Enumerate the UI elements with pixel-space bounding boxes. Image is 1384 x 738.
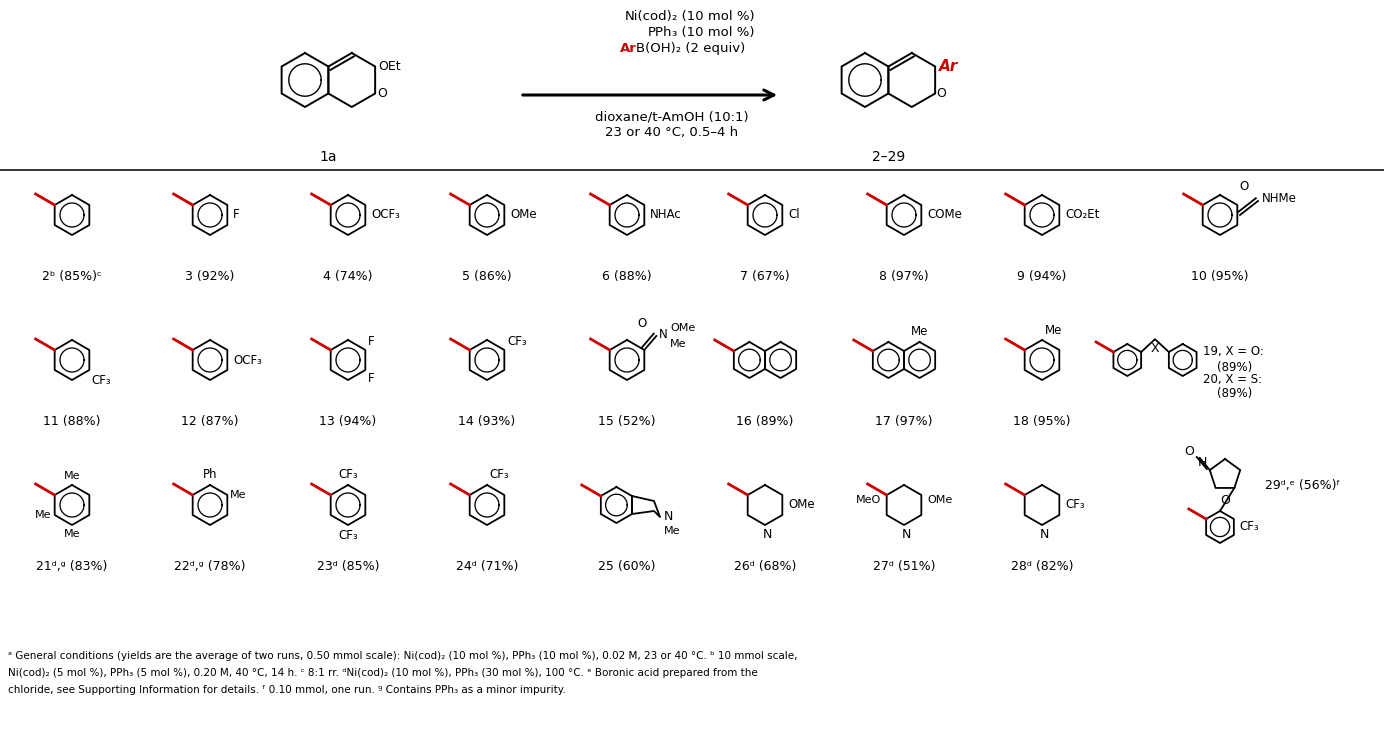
Text: 13 (94%): 13 (94%) xyxy=(320,415,376,428)
Text: 5 (86%): 5 (86%) xyxy=(462,270,512,283)
Text: Me: Me xyxy=(670,339,686,349)
Text: CF₃: CF₃ xyxy=(1066,498,1085,511)
Text: 27ᵈ (51%): 27ᵈ (51%) xyxy=(873,560,936,573)
Text: 8 (97%): 8 (97%) xyxy=(879,270,929,283)
Text: PPh: PPh xyxy=(648,26,673,39)
Text: ₃ (10 mol %): ₃ (10 mol %) xyxy=(673,26,754,39)
Text: 9 (94%): 9 (94%) xyxy=(1017,270,1067,283)
Text: 10 (95%): 10 (95%) xyxy=(1192,270,1248,283)
Text: CF₃: CF₃ xyxy=(338,529,358,542)
Text: 28ᵈ (82%): 28ᵈ (82%) xyxy=(1010,560,1073,573)
Text: Me: Me xyxy=(911,325,929,338)
Text: 4 (74%): 4 (74%) xyxy=(324,270,372,283)
Text: chloride, see Supporting Information for details. ᶠ 0.10 mmol, one run. ᵍ Contai: chloride, see Supporting Information for… xyxy=(8,685,566,695)
Text: O: O xyxy=(936,87,947,100)
Text: F: F xyxy=(368,372,375,385)
Text: N: N xyxy=(901,528,911,541)
Text: Me: Me xyxy=(64,471,80,481)
Text: 16 (89%): 16 (89%) xyxy=(736,415,793,428)
Text: F: F xyxy=(233,209,239,221)
Text: 14 (93%): 14 (93%) xyxy=(458,415,516,428)
Text: CO₂Et: CO₂Et xyxy=(1066,209,1099,221)
Text: 17 (97%): 17 (97%) xyxy=(875,415,933,428)
Text: H: H xyxy=(1197,455,1207,469)
Text: OMe: OMe xyxy=(787,498,815,511)
Text: Ar: Ar xyxy=(620,42,637,55)
Text: CF₃: CF₃ xyxy=(489,468,509,481)
Text: B(OH)₂ (2 equiv): B(OH)₂ (2 equiv) xyxy=(637,42,745,55)
Text: 23ᵈ (85%): 23ᵈ (85%) xyxy=(317,560,379,573)
Text: Me: Me xyxy=(664,526,681,536)
Text: CF₃: CF₃ xyxy=(508,335,527,348)
Text: CF₃: CF₃ xyxy=(338,468,358,481)
Text: 1a: 1a xyxy=(320,150,338,164)
Text: F: F xyxy=(368,335,375,348)
Text: dioxane/t-AmOH (10:1): dioxane/t-AmOH (10:1) xyxy=(595,110,749,123)
Text: 6 (88%): 6 (88%) xyxy=(602,270,652,283)
Text: 29ᵈ,ᵉ (56%)ᶠ: 29ᵈ,ᵉ (56%)ᶠ xyxy=(1265,478,1340,492)
Text: Me: Me xyxy=(1045,324,1063,337)
Text: O: O xyxy=(1240,180,1248,193)
Text: ₂ (10 mol %): ₂ (10 mol %) xyxy=(673,10,754,23)
Text: Me: Me xyxy=(230,490,246,500)
Text: N: N xyxy=(763,528,772,541)
Text: 15 (52%): 15 (52%) xyxy=(598,415,656,428)
Text: OEt: OEt xyxy=(378,60,401,73)
Text: OCF₃: OCF₃ xyxy=(233,354,262,367)
Text: OMe: OMe xyxy=(509,209,537,221)
Text: N: N xyxy=(664,511,674,523)
Text: 23 or 40 °C, 0.5–4 h: 23 or 40 °C, 0.5–4 h xyxy=(605,126,739,139)
Text: Ni(cod): Ni(cod) xyxy=(624,10,673,23)
Text: OMe: OMe xyxy=(927,495,952,505)
Text: 26ᵈ (68%): 26ᵈ (68%) xyxy=(734,560,796,573)
Text: OMe: OMe xyxy=(670,323,696,333)
Text: O: O xyxy=(1183,445,1194,458)
Text: NHAc: NHAc xyxy=(650,209,682,221)
Text: MeO: MeO xyxy=(855,495,882,505)
Text: (89%): (89%) xyxy=(1217,387,1253,399)
Text: X: X xyxy=(1150,342,1160,354)
Text: Ph: Ph xyxy=(202,468,217,481)
Text: N: N xyxy=(659,328,668,340)
Text: Ar: Ar xyxy=(940,59,958,74)
Text: Cl: Cl xyxy=(787,209,800,221)
Text: 24ᵈ (71%): 24ᵈ (71%) xyxy=(455,560,518,573)
Text: 19, X = O:: 19, X = O: xyxy=(1203,345,1264,359)
Text: ᵃ General conditions (yields are the average of two runs, 0.50 mmol scale): Ni(c: ᵃ General conditions (yields are the ave… xyxy=(8,651,797,661)
Text: 22ᵈ,ᵍ (78%): 22ᵈ,ᵍ (78%) xyxy=(174,560,246,573)
Text: CF₃: CF₃ xyxy=(1239,520,1258,534)
Text: O: O xyxy=(378,87,388,100)
Text: Ni(cod)₂ (5 mol %), PPh₃ (5 mol %), 0.20 M, 40 °C, 14 h. ᶜ 8:1 rr. ᵈNi(cod)₂ (10: Ni(cod)₂ (5 mol %), PPh₃ (5 mol %), 0.20… xyxy=(8,668,758,678)
Text: CF₃: CF₃ xyxy=(91,374,111,387)
Text: 21ᵈ,ᵍ (83%): 21ᵈ,ᵍ (83%) xyxy=(36,560,108,573)
Text: COMe: COMe xyxy=(927,209,962,221)
Text: NHMe: NHMe xyxy=(1262,193,1297,205)
Text: N: N xyxy=(1039,528,1049,541)
Text: 11 (88%): 11 (88%) xyxy=(43,415,101,428)
Text: Me: Me xyxy=(35,510,51,520)
Text: 2ᵇ (85%)ᶜ: 2ᵇ (85%)ᶜ xyxy=(42,270,102,283)
Text: O: O xyxy=(1221,494,1230,507)
Text: 3 (92%): 3 (92%) xyxy=(185,270,235,283)
Text: 18 (95%): 18 (95%) xyxy=(1013,415,1071,428)
Text: OCF₃: OCF₃ xyxy=(371,209,400,221)
Text: (89%): (89%) xyxy=(1217,362,1253,374)
Text: 12 (87%): 12 (87%) xyxy=(181,415,239,428)
Text: 2–29: 2–29 xyxy=(872,150,905,164)
Text: 20, X = S:: 20, X = S: xyxy=(1203,373,1262,387)
Text: 25 (60%): 25 (60%) xyxy=(598,560,656,573)
Text: O: O xyxy=(638,317,646,330)
Text: Me: Me xyxy=(64,529,80,539)
Text: 7 (67%): 7 (67%) xyxy=(740,270,790,283)
